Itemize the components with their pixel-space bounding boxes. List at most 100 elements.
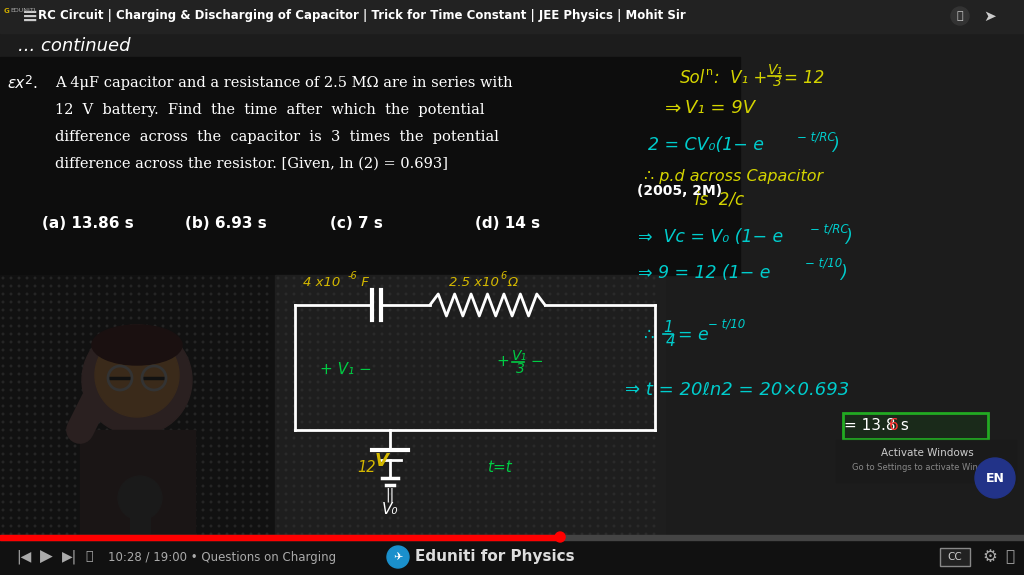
Circle shape xyxy=(138,493,140,495)
Circle shape xyxy=(469,293,471,295)
Circle shape xyxy=(326,357,327,359)
Circle shape xyxy=(186,405,187,407)
Circle shape xyxy=(406,421,407,423)
Circle shape xyxy=(397,301,398,303)
Circle shape xyxy=(461,277,463,279)
Circle shape xyxy=(301,453,303,455)
Circle shape xyxy=(266,341,268,343)
Circle shape xyxy=(218,325,220,327)
Circle shape xyxy=(454,413,455,415)
Circle shape xyxy=(525,349,526,351)
Text: s: s xyxy=(896,419,909,434)
Circle shape xyxy=(58,357,59,359)
Circle shape xyxy=(461,301,463,303)
Circle shape xyxy=(250,293,252,295)
Circle shape xyxy=(90,509,92,511)
Circle shape xyxy=(34,501,36,503)
Circle shape xyxy=(333,501,335,503)
Circle shape xyxy=(58,397,59,399)
Circle shape xyxy=(18,285,19,287)
Circle shape xyxy=(525,389,526,391)
Circle shape xyxy=(517,349,519,351)
Circle shape xyxy=(509,349,511,351)
Circle shape xyxy=(366,373,367,375)
Circle shape xyxy=(82,413,84,415)
Circle shape xyxy=(565,317,567,319)
Circle shape xyxy=(122,301,124,303)
Circle shape xyxy=(98,301,99,303)
Circle shape xyxy=(613,453,614,455)
Circle shape xyxy=(525,357,526,359)
Circle shape xyxy=(130,493,132,495)
Circle shape xyxy=(477,421,479,423)
Circle shape xyxy=(266,381,268,383)
Circle shape xyxy=(445,445,446,447)
Circle shape xyxy=(605,485,607,487)
Circle shape xyxy=(461,285,463,287)
Circle shape xyxy=(349,397,351,399)
Circle shape xyxy=(366,285,367,287)
Circle shape xyxy=(589,301,591,303)
Circle shape xyxy=(202,493,204,495)
Circle shape xyxy=(138,317,140,319)
Circle shape xyxy=(74,277,76,279)
Circle shape xyxy=(333,405,335,407)
Circle shape xyxy=(195,453,196,455)
Circle shape xyxy=(333,277,335,279)
Circle shape xyxy=(218,285,220,287)
Circle shape xyxy=(341,477,343,479)
Circle shape xyxy=(645,517,647,519)
Circle shape xyxy=(186,317,187,319)
Circle shape xyxy=(122,445,124,447)
Circle shape xyxy=(509,317,511,319)
Circle shape xyxy=(266,365,268,367)
Circle shape xyxy=(565,405,567,407)
Circle shape xyxy=(549,341,551,343)
Circle shape xyxy=(98,317,99,319)
Circle shape xyxy=(357,477,358,479)
Circle shape xyxy=(485,461,486,463)
Circle shape xyxy=(74,341,76,343)
Circle shape xyxy=(186,381,187,383)
Circle shape xyxy=(421,277,423,279)
Circle shape xyxy=(573,405,574,407)
Circle shape xyxy=(266,509,268,511)
Circle shape xyxy=(637,397,639,399)
Circle shape xyxy=(645,301,647,303)
Circle shape xyxy=(406,317,407,319)
Circle shape xyxy=(525,517,526,519)
Circle shape xyxy=(27,357,28,359)
Circle shape xyxy=(461,469,463,471)
Circle shape xyxy=(445,341,446,343)
Circle shape xyxy=(605,389,607,391)
Circle shape xyxy=(622,517,623,519)
Circle shape xyxy=(429,525,431,527)
Circle shape xyxy=(10,533,12,535)
Circle shape xyxy=(509,501,511,503)
Circle shape xyxy=(357,453,358,455)
Circle shape xyxy=(115,397,116,399)
Circle shape xyxy=(115,277,116,279)
Circle shape xyxy=(445,301,446,303)
Circle shape xyxy=(429,533,431,535)
Circle shape xyxy=(525,469,526,471)
Circle shape xyxy=(301,357,303,359)
Circle shape xyxy=(366,429,367,431)
Circle shape xyxy=(195,381,196,383)
Circle shape xyxy=(573,469,574,471)
Circle shape xyxy=(414,365,415,367)
Circle shape xyxy=(234,333,236,335)
Circle shape xyxy=(494,469,495,471)
Circle shape xyxy=(301,469,303,471)
Circle shape xyxy=(589,453,591,455)
Circle shape xyxy=(250,341,252,343)
Circle shape xyxy=(122,317,124,319)
Circle shape xyxy=(58,365,59,367)
Circle shape xyxy=(406,453,407,455)
Circle shape xyxy=(301,525,303,527)
Circle shape xyxy=(501,453,503,455)
Circle shape xyxy=(178,397,180,399)
Circle shape xyxy=(653,349,654,351)
Circle shape xyxy=(186,341,187,343)
Circle shape xyxy=(477,509,479,511)
